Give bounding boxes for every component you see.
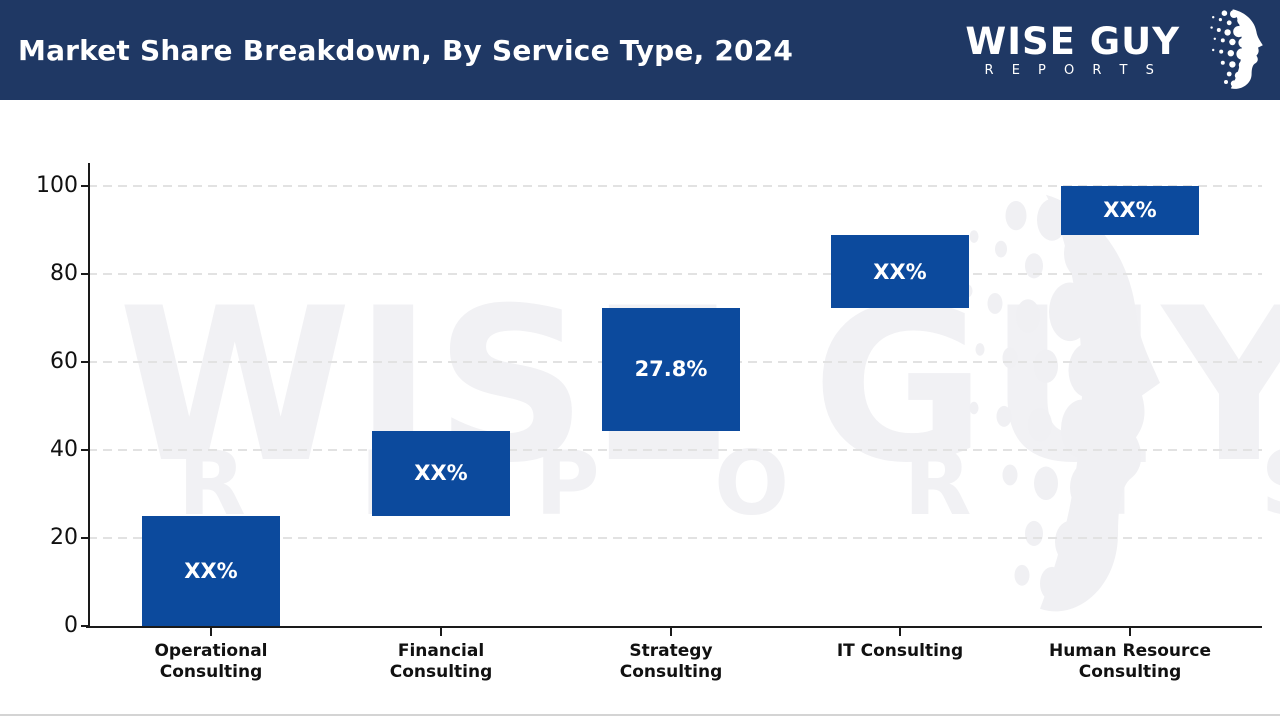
y-tick-mark-80 [81, 273, 88, 275]
category-label-financial-consulting: Financial Consulting [389, 641, 493, 682]
y-tick-label-40: 40 [50, 437, 78, 462]
gridline-40 [88, 449, 1262, 451]
category-label-it-consulting: IT Consulting [836, 641, 964, 661]
y-tick-mark-40 [81, 449, 88, 451]
y-tick-mark-20 [81, 537, 88, 539]
brand-subtitle: R E P O R T S [984, 62, 1161, 78]
bar-value-label-operational-consulting: XX% [184, 559, 238, 583]
y-tick-label-80: 80 [50, 261, 78, 286]
bar-value-label-human-resource-consulting: XX% [1103, 198, 1157, 223]
bar-operational-consulting: XX% [142, 516, 280, 626]
category-label-human-resource-consulting: Human Resource Consulting [1048, 641, 1212, 682]
x-tick-mark-financial-consulting [440, 628, 442, 636]
watermark-face-icon [963, 194, 1160, 612]
y-tick-label-60: 60 [50, 349, 78, 374]
x-tick-mark-human-resource-consulting [1129, 628, 1131, 636]
bar-strategy-consulting: 27.8% [602, 308, 740, 431]
category-label-strategy-consulting: Strategy Consulting [619, 641, 723, 682]
brand-logo: WISE GUY R E P O R T S [965, 0, 1268, 100]
header-bar: Market Share Breakdown, By Service Type,… [0, 0, 1280, 100]
gridline-80 [88, 273, 1262, 275]
brand-logo-text: WISE GUY R E P O R T S [965, 19, 1180, 78]
x-tick-mark-operational-consulting [210, 628, 212, 636]
category-label-operational-consulting: Operational Consulting [154, 641, 268, 682]
bar-it-consulting: XX% [831, 234, 969, 309]
gridline-20 [88, 537, 1262, 539]
x-tick-mark-strategy-consulting [670, 628, 672, 636]
gridline-100 [88, 185, 1262, 187]
footer-divider [0, 714, 1280, 716]
y-tick-mark-60 [81, 361, 88, 363]
bar-human-resource-consulting: XX% [1061, 186, 1199, 235]
y-tick-mark-0 [81, 625, 88, 627]
bar-value-label-it-consulting: XX% [873, 259, 927, 284]
y-axis-line [88, 163, 90, 628]
brand-name: WISE GUY [965, 19, 1180, 63]
bar-financial-consulting: XX% [372, 430, 510, 516]
brand-face-icon [1210, 9, 1263, 89]
chart-title: Market Share Breakdown, By Service Type,… [18, 33, 794, 67]
y-tick-label-100: 100 [36, 173, 78, 198]
y-tick-label-20: 20 [50, 525, 78, 550]
bar-value-label-strategy-consulting: 27.8% [634, 357, 708, 382]
y-tick-mark-100 [81, 185, 88, 187]
y-tick-label-0: 0 [64, 613, 78, 638]
bar-value-label-financial-consulting: XX% [414, 461, 468, 486]
x-axis-line [86, 626, 1262, 628]
x-tick-mark-it-consulting [899, 628, 901, 636]
